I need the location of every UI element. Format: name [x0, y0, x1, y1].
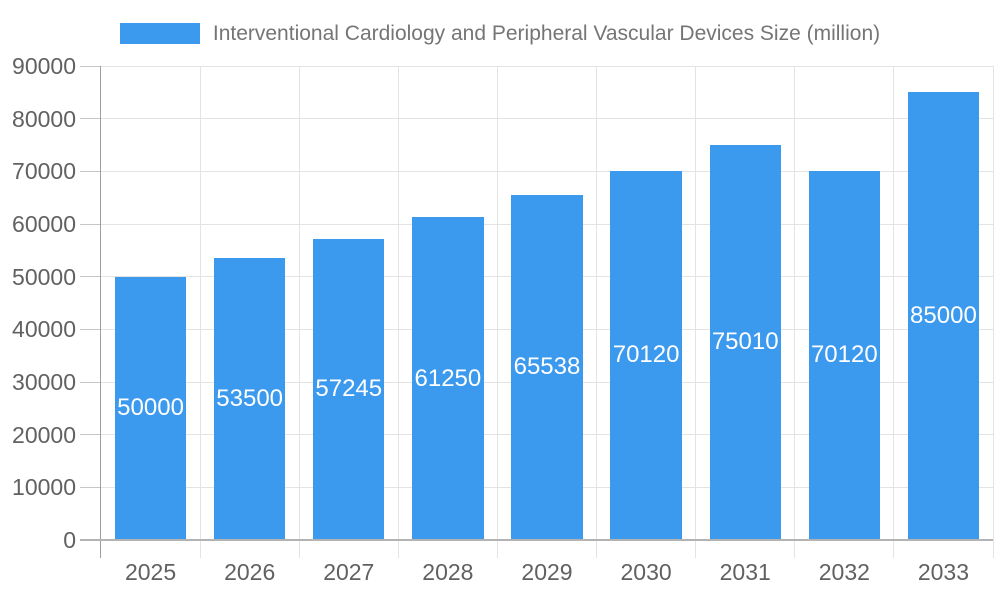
bar-value-label: 70120 [612, 341, 680, 369]
x-axis-label: 2031 [719, 559, 771, 585]
y-tick [80, 170, 101, 172]
bar-value-label: 61250 [414, 364, 482, 392]
bar [808, 170, 880, 540]
bar-value-label: 57245 [315, 375, 383, 403]
y-axis-label: 0 [63, 527, 76, 553]
bar [511, 194, 583, 540]
h-gridline [101, 118, 993, 120]
y-axis-label: 40000 [12, 316, 76, 343]
bar-value-label: 75010 [711, 328, 779, 356]
y-axis-label: 50000 [12, 263, 76, 290]
legend-label: Interventional Cardiology and Peripheral… [212, 21, 881, 45]
bar-value-label: 65538 [513, 353, 581, 381]
bar [213, 258, 286, 540]
y-tick [80, 434, 101, 436]
y-axis-label: 90000 [12, 53, 76, 79]
y-axis-line [100, 66, 101, 558]
y-axis-label: 60000 [12, 211, 76, 237]
x-axis-label: 2032 [818, 559, 870, 585]
x-axis-label: 2025 [124, 559, 177, 585]
y-axis-label: 80000 [12, 105, 76, 132]
v-gridline [596, 66, 598, 558]
x-axis-label: 2033 [917, 559, 970, 585]
bar-value-label: 53500 [216, 385, 284, 413]
y-axis-label: 10000 [12, 474, 76, 501]
v-gridline [893, 66, 895, 558]
y-tick [80, 223, 101, 225]
h-gridline [101, 170, 993, 172]
x-axis-label: 2027 [323, 559, 375, 585]
v-gridline [794, 66, 796, 558]
y-tick [80, 276, 101, 278]
y-tick [80, 486, 101, 488]
y-axis-label: 70000 [12, 158, 76, 185]
bar-value-label: 70120 [810, 341, 878, 369]
v-gridline [298, 66, 300, 558]
x-axis-label: 2030 [620, 559, 672, 585]
bar [709, 144, 781, 540]
v-gridline [397, 66, 399, 558]
y-tick [80, 328, 101, 330]
bar [313, 238, 385, 540]
y-tick [80, 65, 101, 67]
bar-value-label: 85000 [910, 302, 977, 330]
x-axis-label: 2028 [422, 559, 474, 585]
y-axis-label: 30000 [12, 369, 76, 395]
bar [610, 170, 682, 540]
v-gridline [992, 66, 994, 558]
x-axis-label: 2029 [521, 559, 573, 585]
v-gridline [199, 66, 201, 558]
bar-value-label: 50000 [117, 394, 184, 422]
x-axis-line [80, 539, 993, 541]
bar [114, 276, 187, 540]
y-tick [80, 381, 101, 383]
legend-swatch-icon [119, 23, 200, 44]
v-gridline [496, 66, 498, 558]
y-tick [80, 118, 101, 120]
y-axis-label: 20000 [12, 421, 76, 448]
x-axis-label: 2026 [224, 559, 276, 585]
chart-legend: Interventional Cardiology and Peripheral… [0, 21, 1000, 45]
bar [412, 217, 484, 540]
v-gridline [695, 66, 697, 558]
h-gridline [101, 65, 993, 67]
bar [907, 92, 980, 540]
